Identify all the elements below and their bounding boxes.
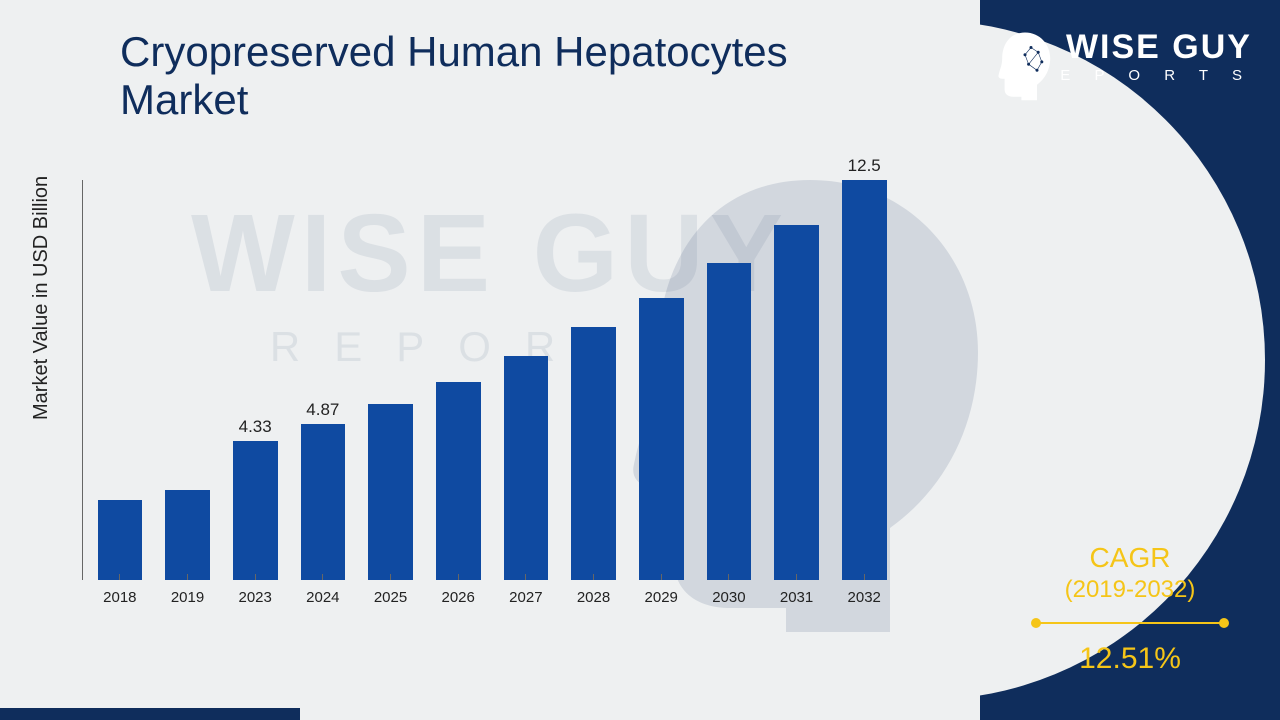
x-tick-label: 2030	[695, 589, 763, 606]
bar	[301, 424, 346, 580]
bar	[98, 500, 143, 580]
x-tick-label: 2025	[357, 589, 425, 606]
bar-slot	[763, 201, 831, 580]
x-tick-label: 2024	[289, 589, 357, 606]
bar-slot	[560, 303, 628, 580]
x-axis-labels: 2018201920232024202520262027202820292030…	[82, 589, 902, 606]
x-tick	[695, 574, 763, 580]
bar	[504, 356, 549, 580]
x-tick	[289, 574, 357, 580]
bar-slot	[627, 274, 695, 580]
cagr-value: 12.51%	[1030, 642, 1230, 676]
bar-slot	[357, 380, 425, 580]
logo-line1: WISE GUY	[1025, 30, 1252, 64]
bar-slot: 4.87	[289, 400, 357, 580]
bar-slot	[424, 358, 492, 580]
bar	[165, 490, 210, 580]
x-tick-label: 2023	[221, 589, 289, 606]
x-tick	[492, 574, 560, 580]
bar	[571, 327, 616, 580]
bar-slot: 12.5	[830, 156, 898, 580]
x-tick-label: 2029	[627, 589, 695, 606]
bars-container: 4.334.8712.5	[82, 180, 902, 580]
brand-logo: WISE GUY R E P O R T S	[1025, 30, 1252, 83]
cagr-label: CAGR	[1030, 542, 1230, 574]
x-tick	[560, 574, 628, 580]
cagr-block: CAGR (2019-2032) 12.51%	[1030, 542, 1230, 676]
bar-slot	[492, 332, 560, 580]
x-tick	[763, 574, 831, 580]
x-tick	[424, 574, 492, 580]
x-tick-label: 2031	[763, 589, 831, 606]
footer-accent-bar	[0, 708, 300, 720]
cagr-divider	[1036, 622, 1224, 624]
bar	[707, 263, 752, 580]
y-axis-label: Market Value in USD Billion	[30, 176, 53, 420]
bar	[842, 180, 887, 580]
bar	[774, 225, 819, 580]
chart-title: Cryopreserved Human Hepatocytes Market	[120, 28, 890, 125]
bar-value-label: 4.33	[239, 417, 272, 437]
x-tick	[154, 574, 222, 580]
x-tick-label: 2018	[86, 589, 154, 606]
bar	[233, 441, 278, 580]
x-tick-label: 2028	[560, 589, 628, 606]
x-tick	[221, 574, 289, 580]
x-tick-label: 2032	[830, 589, 898, 606]
x-tick-label: 2026	[424, 589, 492, 606]
chart-canvas: WISE GUY REPORTS Cryopreserved Human Hep…	[0, 0, 1280, 720]
x-tick-label: 2027	[492, 589, 560, 606]
x-tick-label: 2019	[154, 589, 222, 606]
bar-slot	[154, 466, 222, 580]
x-tick	[86, 574, 154, 580]
x-tick	[357, 574, 425, 580]
bar-chart: 4.334.8712.5 201820192023202420252026202…	[82, 180, 902, 600]
bar-value-label: 4.87	[306, 400, 339, 420]
x-tick	[830, 574, 898, 580]
bar-slot	[86, 476, 154, 580]
bar-slot: 4.33	[221, 417, 289, 580]
x-ticks	[82, 574, 902, 580]
bar	[436, 382, 481, 580]
bar-slot	[695, 239, 763, 580]
cagr-period: (2019-2032)	[1030, 576, 1230, 604]
logo-line2: R E P O R T S	[1025, 68, 1252, 83]
bar	[368, 404, 413, 580]
x-tick	[627, 574, 695, 580]
bar-value-label: 12.5	[848, 156, 881, 176]
bar	[639, 298, 684, 580]
